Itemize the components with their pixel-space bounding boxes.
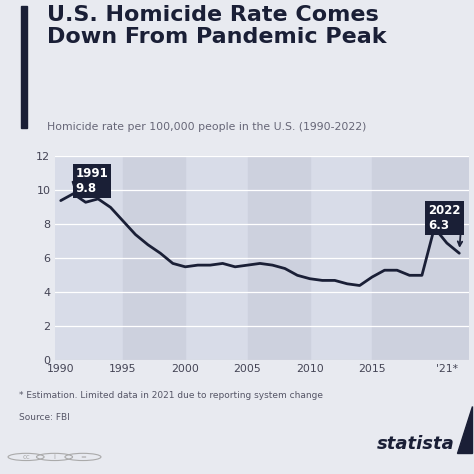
Text: 1991
9.8: 1991 9.8 (76, 167, 109, 195)
Text: 2022
6.3: 2022 6.3 (428, 204, 461, 232)
Bar (21, 6, 27, 128)
Text: statista: statista (377, 435, 455, 453)
Text: Source: FBI: Source: FBI (19, 413, 70, 422)
Bar (434, 156, 472, 360)
Text: U.S. Homicide Rate Comes
Down From Pandemic Peak: U.S. Homicide Rate Comes Down From Pande… (47, 5, 387, 47)
Polygon shape (457, 406, 472, 453)
Text: i: i (54, 454, 55, 460)
Bar (123, 156, 185, 360)
Text: * Estimation. Limited data in 2021 due to reporting system change: * Estimation. Limited data in 2021 due t… (19, 391, 323, 400)
Text: cc: cc (22, 454, 30, 460)
Text: Homicide rate per 100,000 people in the U.S. (1990-2022): Homicide rate per 100,000 people in the … (47, 122, 367, 132)
Text: =: = (80, 454, 86, 460)
Bar (372, 156, 434, 360)
Bar (247, 156, 310, 360)
